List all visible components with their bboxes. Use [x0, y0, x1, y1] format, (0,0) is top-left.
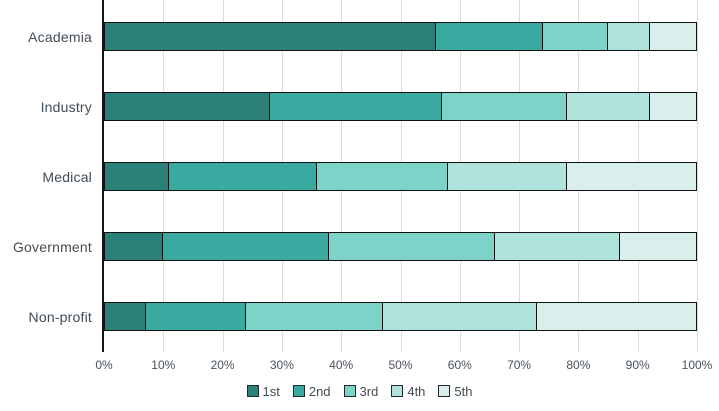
x-tick-label: 60%: [447, 358, 472, 372]
x-tick-label: 70%: [507, 358, 532, 372]
bar-academia: [104, 22, 697, 51]
bar-segment-3rd[interactable]: [442, 92, 567, 121]
bar-segment-5th[interactable]: [536, 302, 697, 331]
x-tick-label: 10%: [151, 358, 176, 372]
bar-segment-2nd[interactable]: [436, 22, 543, 51]
x-tick-label: 50%: [388, 358, 413, 372]
x-axis-labels: 0% 10% 20% 30% 40% 50% 60% 70% 80% 90% 100%: [95, 358, 712, 374]
category-label: Non-profit: [28, 308, 92, 325]
legend-item-2nd[interactable]: 2nd: [292, 383, 331, 399]
x-tick-label: 40%: [329, 358, 354, 372]
legend-item-1st[interactable]: 1st: [246, 383, 280, 399]
bar-non-profit: [104, 302, 697, 331]
y-axis-labels: Academia Industry Medical Government Non-pro…: [0, 0, 92, 352]
bar-segment-2nd[interactable]: [270, 92, 442, 121]
legend-swatch: [438, 385, 451, 397]
bar-government: [104, 232, 697, 261]
bar-segment-1st[interactable]: [104, 162, 170, 191]
legend-item-5th[interactable]: 5th: [438, 383, 473, 399]
bar-segment-3rd[interactable]: [542, 22, 609, 51]
gridline: [697, 0, 698, 352]
legend-swatch: [292, 385, 305, 397]
bar-segment-1st[interactable]: [104, 22, 437, 51]
legend-swatch: [391, 385, 404, 397]
legend-item-4th[interactable]: 4th: [391, 384, 425, 399]
bar-segment-2nd[interactable]: [145, 302, 247, 331]
bar-segment-2nd[interactable]: [169, 162, 318, 191]
legend: 1st 2nd 3rd 4th 5th: [0, 382, 719, 400]
legend-item-3rd[interactable]: 3rd: [343, 383, 379, 399]
plot-area: [102, 0, 698, 352]
category-label: Government: [12, 238, 92, 255]
x-tick-label: 0%: [95, 358, 113, 372]
bar-segment-1st[interactable]: [104, 92, 271, 121]
bar-segment-4th[interactable]: [495, 232, 620, 261]
x-tick-label: 20%: [210, 358, 235, 372]
legend-label: 3rd: [359, 383, 379, 399]
bar-segment-5th[interactable]: [649, 22, 697, 51]
legend-label: 4th: [407, 383, 426, 399]
legend-swatch: [343, 385, 356, 397]
bar-segment-2nd[interactable]: [163, 232, 330, 261]
legend-label: 5th: [454, 383, 473, 399]
bar-segment-3rd[interactable]: [317, 162, 448, 191]
x-tick-label: 30%: [269, 358, 294, 372]
bar-segment-4th[interactable]: [382, 302, 537, 331]
bar-segment-3rd[interactable]: [246, 302, 383, 331]
legend-label: 1st: [262, 383, 280, 399]
bar-segment-1st[interactable]: [104, 232, 164, 261]
bar-segment-4th[interactable]: [608, 22, 650, 51]
bar-segment-3rd[interactable]: [329, 232, 496, 261]
category-label: Medical: [42, 168, 92, 185]
bar-segment-5th[interactable]: [619, 232, 697, 261]
bar-segment-5th[interactable]: [566, 162, 697, 191]
bar-medical: [104, 162, 697, 191]
bar-segment-4th[interactable]: [566, 92, 650, 121]
bar-segment-4th[interactable]: [447, 162, 567, 191]
category-label: Industry: [40, 98, 92, 115]
category-label: Academia: [28, 28, 92, 45]
x-tick-label: 100%: [681, 358, 713, 372]
x-tick-label: 80%: [566, 358, 591, 372]
legend-swatch: [246, 385, 259, 397]
y-axis-line: [102, 0, 104, 352]
bar-industry: [104, 92, 697, 121]
bar-segment-1st[interactable]: [104, 302, 146, 331]
bar-segment-5th[interactable]: [649, 92, 697, 121]
x-tick-label: 90%: [625, 358, 650, 372]
legend-label: 2nd: [308, 383, 331, 399]
